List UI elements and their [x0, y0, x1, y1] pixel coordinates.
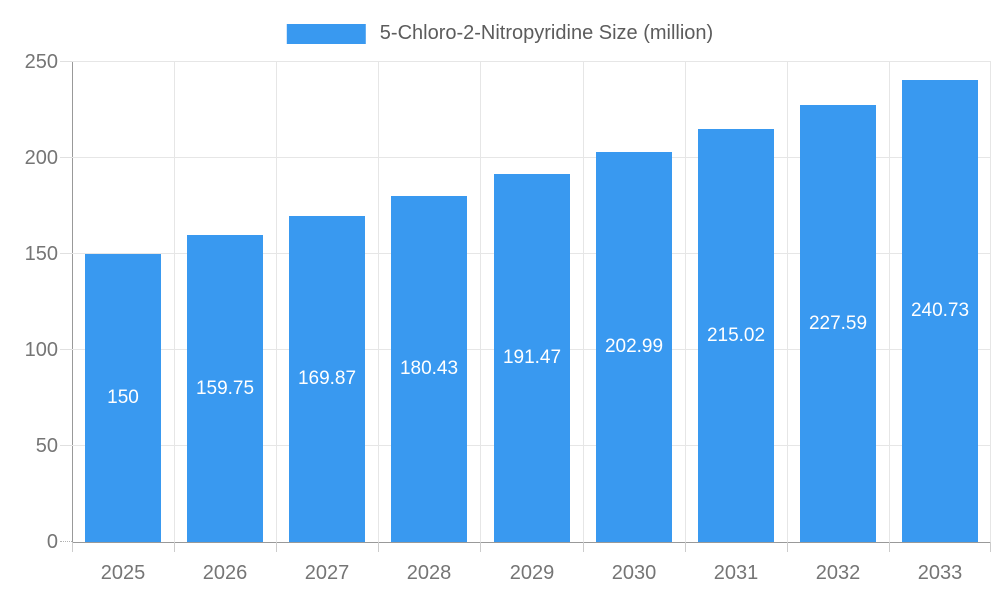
- x-tick-mark-6: [685, 542, 686, 552]
- bar-2030[interactable]: 202.99: [596, 152, 672, 542]
- v-gridline-2: [276, 62, 277, 542]
- x-tick-label-2028: 2028: [406, 562, 452, 584]
- v-gridline-1: [174, 62, 175, 542]
- x-tick-label-2032: 2032: [815, 562, 861, 584]
- v-gridline-9: [990, 62, 991, 542]
- chart-legend[interactable]: 5-Chloro-2-Nitropyridine Size (million): [286, 22, 714, 45]
- bar-2026[interactable]: 159.75: [187, 235, 263, 542]
- bar-2025[interactable]: 150: [85, 254, 161, 542]
- y-tick-label-100: 100: [24, 339, 58, 361]
- x-tick-label-2025: 2025: [100, 562, 146, 584]
- y-tick-mark-200: [60, 157, 72, 158]
- bar-2032[interactable]: 227.59: [800, 105, 876, 542]
- y-axis-line: [72, 62, 73, 542]
- x-tick-mark-7: [787, 542, 788, 552]
- x-tick-label-2030: 2030: [611, 562, 657, 584]
- y-tick-label-50: 50: [35, 435, 58, 457]
- legend-swatch: [286, 23, 366, 44]
- y-tick-mark-50: [60, 445, 72, 446]
- x-tick-mark-4: [480, 542, 481, 552]
- x-tick-mark-0: [72, 542, 73, 552]
- h-gridline-250: [72, 61, 991, 62]
- bar-2028[interactable]: 180.43: [391, 196, 467, 542]
- v-gridline-3: [378, 62, 379, 542]
- bar-value-label-2025: 150: [107, 387, 139, 408]
- bar-value-label-2029: 191.47: [502, 347, 562, 368]
- x-tick-mark-1: [174, 542, 175, 552]
- x-tick-mark-5: [583, 542, 584, 552]
- v-gridline-4: [480, 62, 481, 542]
- v-gridline-6: [685, 62, 686, 542]
- bar-value-label-2026: 159.75: [195, 377, 255, 399]
- plot-area: 150 159.75 169.87 180.43 191.47 202.99 215.02 2…: [72, 61, 991, 552]
- h-gridline-200: [72, 157, 991, 158]
- v-gridline-8: [889, 62, 890, 542]
- x-tick-label-2026: 2026: [202, 562, 248, 584]
- x-tick-mark-3: [378, 542, 379, 552]
- y-tick-mark-100: [60, 349, 72, 350]
- x-tick-label-2029: 2029: [509, 562, 555, 584]
- v-gridline-5: [583, 62, 584, 542]
- y-tick-mark-150: [60, 253, 72, 254]
- x-tick-mark-2: [276, 542, 277, 552]
- y-tick-label-250: 250: [24, 51, 58, 73]
- bar-value-label-2031: 215.02: [706, 324, 766, 346]
- legend-label: 5-Chloro-2-Nitropyridine Size (million): [379, 22, 714, 44]
- x-tick-label-2033: 2033: [917, 562, 963, 584]
- bar-value-label-2030: 202.99: [604, 336, 664, 357]
- bar-2029[interactable]: 191.47: [494, 174, 570, 542]
- bar-2031[interactable]: 215.02: [698, 129, 774, 542]
- x-tick-label-2027: 2027: [304, 562, 350, 584]
- bar-value-label-2027: 169.87: [297, 368, 357, 389]
- y-tick-mark-0: [60, 541, 72, 542]
- x-tick-mark-8: [889, 542, 890, 552]
- y-tick-label-200: 200: [24, 147, 58, 169]
- bar-value-label-2032: 227.59: [808, 312, 868, 334]
- y-tick-mark-250: [60, 61, 72, 62]
- x-axis-line: [72, 542, 991, 543]
- bar-value-label-2028: 180.43: [399, 358, 459, 379]
- v-gridline-7: [787, 62, 788, 542]
- x-tick-mark-9: [990, 542, 991, 552]
- bar-value-label-2033: 240.73: [910, 300, 970, 321]
- x-tick-label-2031: 2031: [713, 562, 759, 584]
- bar-2027[interactable]: 169.87: [289, 216, 365, 542]
- y-tick-label-150: 150: [24, 243, 58, 265]
- bar-2033[interactable]: 240.73: [902, 80, 978, 542]
- y-tick-label-0: 0: [46, 531, 58, 553]
